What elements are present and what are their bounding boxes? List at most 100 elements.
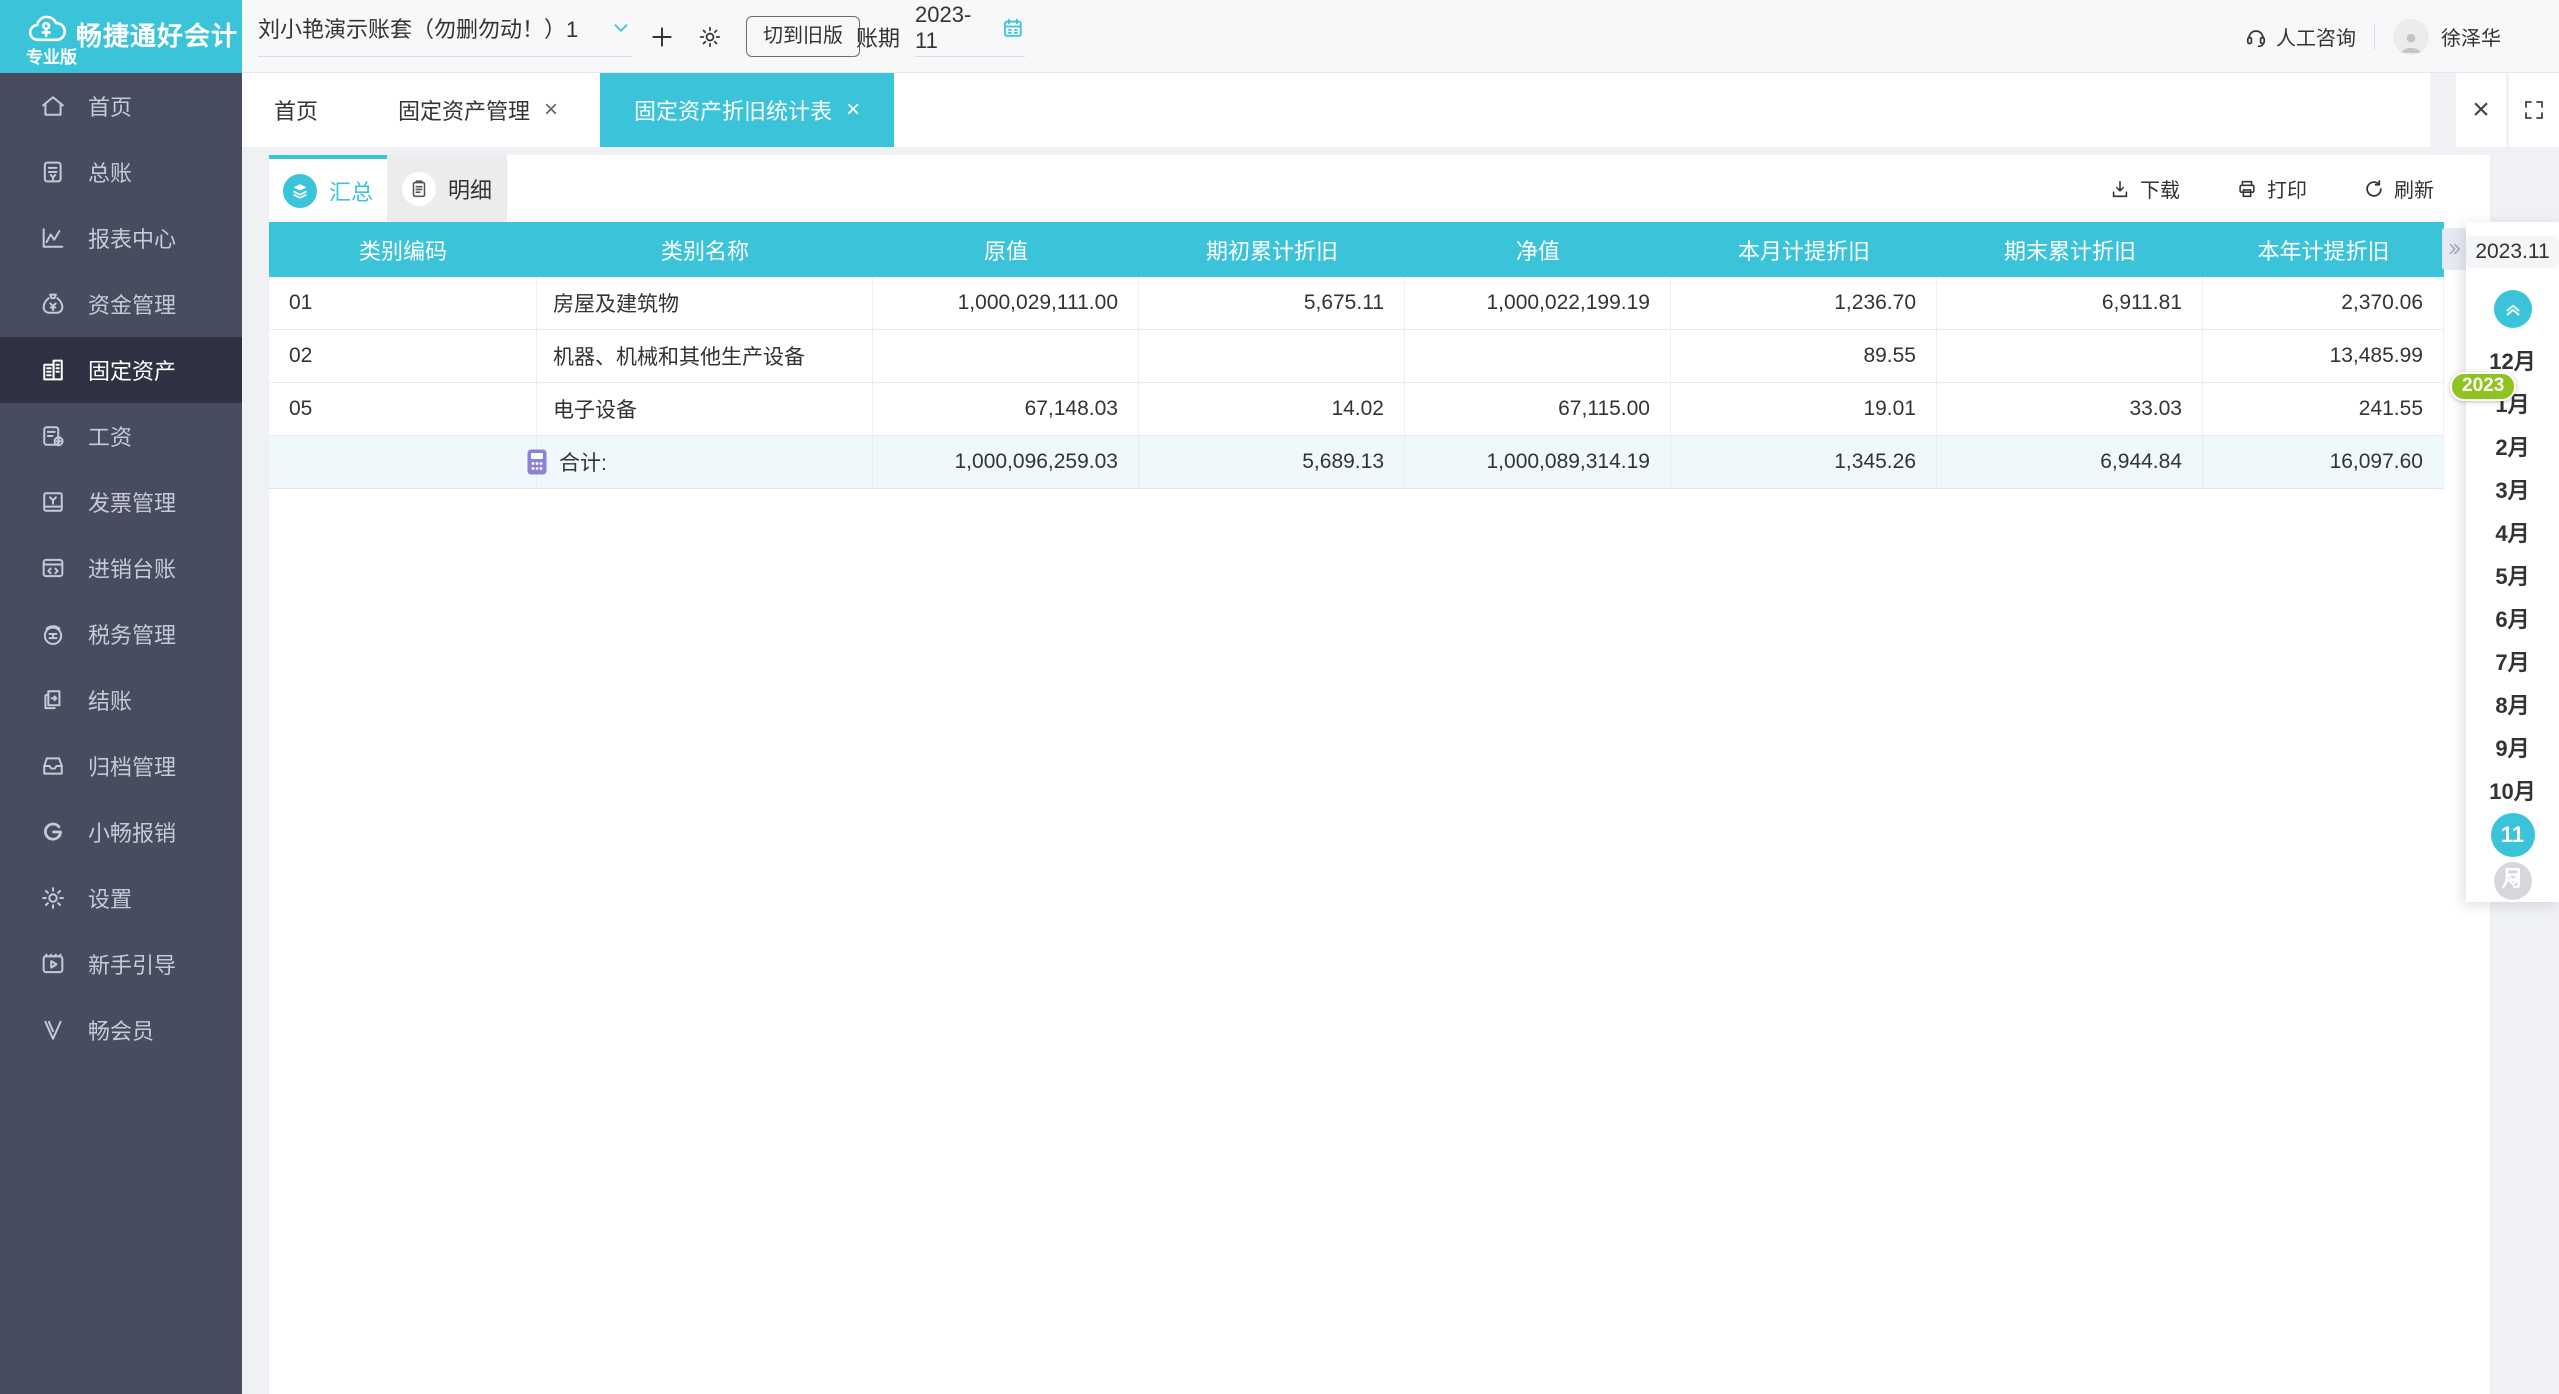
table-row[interactable]: 05 电子设备 67,148.03 14.02 67,115.00 19.01 … — [269, 383, 2444, 436]
month-item-aug[interactable]: 8月 — [2495, 693, 2530, 718]
cell-category-name: 房屋及建筑物 — [537, 277, 873, 329]
cell-year-depreciation: 13,485.99 — [2203, 330, 2444, 382]
cell-net-value: 67,115.00 — [1405, 383, 1671, 435]
sidebar-item-closing[interactable]: 结账 — [0, 667, 242, 733]
chevron-down-icon — [614, 24, 628, 32]
cell-total-end-accum: 6,944.84 — [1937, 436, 2203, 488]
settings-button[interactable] — [690, 0, 730, 73]
sidebar-item-salary[interactable]: 工资 — [0, 403, 242, 469]
sidebar-item-label: 税务管理 — [88, 623, 177, 648]
month-item-feb[interactable]: 2月 — [2495, 435, 2530, 460]
close-tab-icon[interactable]: × — [846, 96, 861, 123]
sidebar-item-purchase-sales-ledger[interactable]: 进销台账 — [0, 535, 242, 601]
cell-original-value: 1,000,029,111.00 — [873, 277, 1139, 329]
month-item-apr[interactable]: 4月 — [2495, 521, 2530, 546]
month-list: 12月 1月 2月 3月 4月 5月 6月 7月 8月 9月 10月 11月 — [2466, 340, 2559, 891]
month-item-dec[interactable]: 12月 — [2489, 349, 2536, 374]
sidebar-item-xiaochang-reimburse[interactable]: 小畅报销 — [0, 799, 242, 865]
report-actions: 下载 打印 刷新 — [2109, 155, 2434, 222]
cell-end-accum-depreciation: 33.03 — [1937, 383, 2203, 435]
sidebar-item-settings[interactable]: 设置 — [0, 865, 242, 931]
column-header[interactable]: 类别名称 — [660, 238, 749, 264]
avatar[interactable] — [2393, 18, 2429, 55]
month-item-mar[interactable]: 3月 — [2495, 478, 2530, 503]
username[interactable]: 徐泽华 — [2441, 28, 2501, 50]
month-item-nov-selected[interactable]: 11月 — [2466, 813, 2559, 891]
sidebar-item-chang-member[interactable]: 畅会员 — [0, 997, 242, 1063]
month-item-oct[interactable]: 10月 — [2489, 779, 2536, 804]
sidebar-item-label: 工资 — [88, 425, 133, 450]
column-header[interactable]: 类别编码 — [358, 238, 447, 264]
tab-depreciation-report[interactable]: 固定资产折旧统计表 × — [600, 73, 895, 147]
fullscreen-button[interactable] — [2509, 73, 2559, 147]
table-row[interactable]: 02 机器、机械和其他生产设备 89.55 13,485.99 — [269, 330, 2444, 383]
salary-doc-icon — [38, 421, 68, 451]
human-support-button[interactable]: 人工咨询 — [2244, 22, 2356, 51]
column-header[interactable]: 原值 — [983, 238, 1028, 264]
refresh-icon — [2366, 179, 2382, 197]
sidebar-item-invoice-management[interactable]: 发票管理 — [0, 469, 242, 535]
top-bar: 畅捷通好会计 专业版 刘小艳演示账套（勿删勿动！）1 切到旧版 账期 2023-… — [0, 0, 2559, 73]
month-item-jun[interactable]: 6月 — [2495, 607, 2530, 632]
sidebar-item-general-ledger[interactable]: 总账 — [0, 139, 242, 205]
money-bag-icon — [38, 289, 68, 319]
double-chevron-up-icon — [2506, 304, 2519, 316]
table-row[interactable]: 01 房屋及建筑物 1,000,029,111.00 5,675.11 1,00… — [269, 277, 2444, 330]
sidebar-item-beginner-guide[interactable]: 新手引导 — [0, 931, 242, 997]
tax-icon — [38, 619, 68, 649]
print-label: 打印 — [2267, 180, 2307, 202]
period-selector[interactable]: 2023-11 — [915, 0, 1025, 57]
main-area: 首页 固定资产管理 × 固定资产折旧统计表 × × — [242, 73, 2559, 1394]
support-label: 人工咨询 — [2276, 28, 2356, 50]
cell-category-name: 机器、机械和其他生产设备 — [537, 330, 873, 382]
scroll-months-down-button[interactable] — [2493, 862, 2532, 900]
plus-icon — [652, 26, 672, 47]
layers-icon — [282, 173, 317, 208]
column-header[interactable]: 期初累计折旧 — [1205, 238, 1338, 264]
cell-year-depreciation: 241.55 — [2203, 383, 2444, 435]
close-tab-icon[interactable]: × — [544, 96, 559, 123]
download-button[interactable]: 下载 — [2109, 174, 2180, 203]
sidebar-item-label: 新手引导 — [88, 953, 177, 978]
table-header: 类别编码 类别名称 原值 期初累计折旧 净值 本月计提折旧 期末累计折旧 本年计… — [269, 222, 2444, 277]
month-item-may[interactable]: 5月 — [2495, 564, 2530, 589]
sidebar-item-label: 固定资产 — [88, 359, 177, 384]
sidebar-item-home[interactable]: 首页 — [0, 73, 242, 139]
add-account-button[interactable] — [642, 0, 682, 73]
sidebar-item-fixed-assets[interactable]: 固定资产 — [0, 337, 242, 403]
sidebar-item-tax-management[interactable]: 税务管理 — [0, 601, 242, 667]
sidebar-item-fund-management[interactable]: 资金管理 — [0, 271, 242, 337]
year-badge: 2023 — [2450, 372, 2517, 401]
tab-label: 首页 — [274, 99, 319, 124]
cell-original-value — [873, 330, 1139, 382]
close-icon: × — [2472, 93, 2490, 126]
column-header[interactable]: 本年计提折旧 — [2257, 238, 2390, 264]
sidebar-item-report-center[interactable]: 报表中心 — [0, 205, 242, 271]
refresh-button[interactable]: 刷新 — [2363, 174, 2434, 203]
cell-total-year-depreciation: 16,097.60 — [2203, 436, 2444, 488]
print-button[interactable]: 打印 — [2236, 174, 2307, 203]
month-item-jul[interactable]: 7月 — [2495, 650, 2530, 675]
tab-home[interactable]: 首页 — [264, 73, 328, 147]
current-period-label: 2023.11 — [2466, 236, 2559, 268]
cell-month-depreciation: 19.01 — [1671, 383, 1937, 435]
tab-summary[interactable]: 汇总 — [269, 155, 387, 222]
switch-to-old-version-button[interactable]: 切到旧版 — [746, 16, 860, 57]
tab-label: 固定资产管理 — [398, 99, 531, 124]
sidebar-item-archive-management[interactable]: 归档管理 — [0, 733, 242, 799]
collapse-month-panel-button[interactable] — [2442, 228, 2466, 270]
close-window-button[interactable]: × — [2456, 73, 2506, 147]
tab-fixed-assets-management[interactable]: 固定资产管理 × — [390, 73, 566, 147]
column-header[interactable]: 净值 — [1515, 238, 1560, 264]
in-out-ledger-icon — [38, 553, 68, 583]
column-header[interactable]: 期末累计折旧 — [2003, 238, 2136, 264]
tab-detail[interactable]: 明细 — [387, 155, 507, 222]
month-item-sep[interactable]: 9月 — [2495, 736, 2530, 761]
scroll-months-up-button[interactable] — [2493, 290, 2532, 328]
account-selector[interactable]: 刘小艳演示账套（勿删勿动！）1 — [258, 0, 632, 57]
column-header[interactable]: 本月计提折旧 — [1737, 238, 1870, 264]
cell-category-code: 05 — [269, 383, 537, 435]
cell-total-month-depreciation: 1,345.26 — [1671, 436, 1937, 488]
detail-label: 明细 — [447, 177, 492, 203]
